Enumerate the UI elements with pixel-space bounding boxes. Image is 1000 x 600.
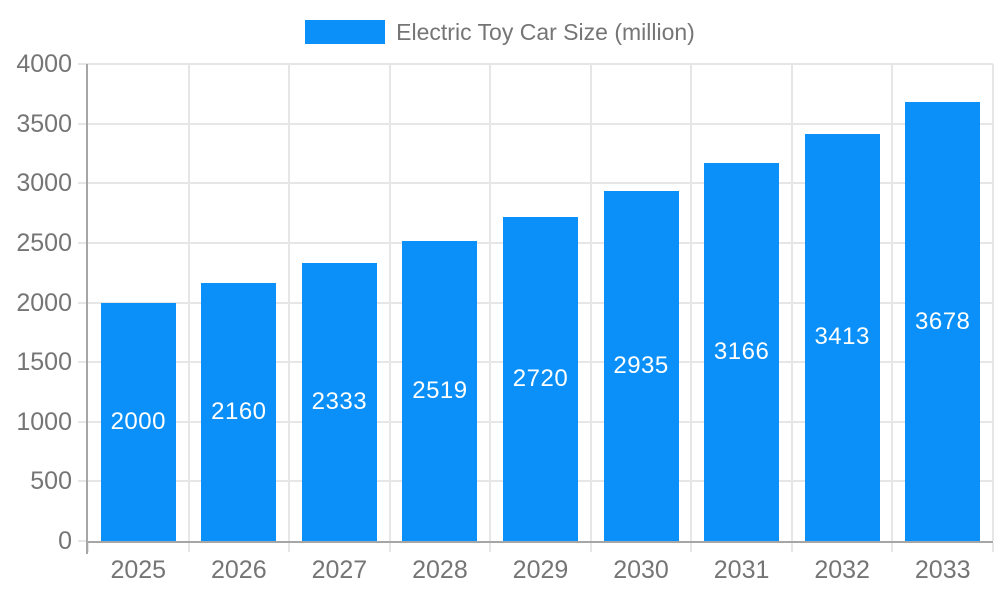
x-axis-tick (489, 543, 492, 552)
x-axis-tick (187, 543, 190, 552)
bar-2029[interactable]: 2720 (503, 216, 578, 541)
gridline-v (690, 64, 693, 541)
gridline-v (388, 64, 391, 541)
bar-2031[interactable]: 3166 (704, 163, 780, 541)
x-axis-label: 2025 (110, 556, 167, 584)
x-axis-tick (790, 543, 793, 552)
x-axis-label: 2033 (914, 556, 971, 584)
bar-value-label: 3413 (814, 323, 870, 351)
y-axis-label: 2500 (16, 228, 72, 257)
bar-value-label: 2519 (412, 376, 468, 404)
y-axis-label: 3500 (16, 109, 72, 138)
y-axis-label: 1500 (16, 348, 72, 377)
x-axis-tick (690, 543, 693, 552)
y-axis-tick (78, 241, 88, 244)
y-axis-label: 1000 (16, 407, 72, 436)
gridline-v (891, 64, 894, 541)
y-axis-tick (78, 361, 88, 364)
gridline-v (489, 64, 492, 541)
gridline-v (589, 64, 592, 541)
bar-2028[interactable]: 2519 (402, 240, 478, 541)
x-axis-tick (589, 543, 592, 552)
bar-value-label: 3678 (915, 307, 971, 335)
x-axis-label: 2027 (311, 556, 368, 584)
gridline-v (992, 64, 994, 541)
y-axis-tick (78, 540, 88, 542)
bar-value-label: 2160 (211, 398, 267, 426)
gridline-v (790, 64, 793, 541)
x-axis-label: 2026 (211, 556, 267, 584)
legend[interactable]: Electric Toy Car Size (million) (0, 20, 1000, 44)
x-axis-tick (992, 543, 994, 552)
bar-value-label: 2000 (110, 407, 166, 435)
bar-2032[interactable]: 3413 (804, 133, 880, 541)
x-axis-label: 2031 (713, 556, 770, 584)
y-axis-label: 2000 (16, 288, 72, 317)
x-axis-label: 2029 (512, 556, 569, 584)
gridline-v (187, 64, 190, 541)
bar-value-label: 2935 (613, 351, 669, 379)
y-axis-tick (78, 63, 88, 65)
legend-swatch-icon (305, 20, 386, 44)
gridline-h (88, 122, 993, 125)
bar-2027[interactable]: 2333 (301, 262, 377, 541)
bar-2026[interactable]: 2160 (201, 283, 277, 541)
y-axis-label: 4000 (16, 50, 72, 78)
y-axis-label: 3000 (16, 169, 72, 198)
y-axis-tick (78, 420, 88, 423)
x-axis-label: 2028 (412, 556, 468, 584)
y-axis-label: 500 (30, 467, 72, 496)
bar-value-label: 2333 (311, 387, 368, 415)
bar-2033[interactable]: 3678 (905, 102, 981, 541)
gridline-v (288, 64, 291, 541)
x-axis-label: 2032 (814, 556, 870, 584)
y-axis-line (86, 64, 88, 554)
y-axis-tick (78, 182, 88, 185)
x-axis-tick (891, 543, 894, 552)
gridline-h (88, 182, 993, 185)
x-axis-label: 2030 (613, 556, 669, 584)
y-axis-tick (78, 122, 88, 125)
x-axis-tick (87, 543, 89, 552)
y-axis-label: 0 (58, 527, 72, 555)
bar-value-label: 2720 (512, 364, 569, 392)
legend-label: Electric Toy Car Size (million) (396, 19, 695, 45)
bar-2025[interactable]: 2000 (100, 302, 176, 541)
y-axis-tick (78, 301, 88, 304)
bar-2030[interactable]: 2935 (603, 191, 679, 541)
x-axis-line (86, 541, 993, 543)
bar-value-label: 3166 (713, 338, 770, 366)
gridline-h (88, 63, 993, 65)
x-axis-tick (388, 543, 391, 552)
y-axis-tick (78, 480, 88, 483)
x-axis-tick (288, 543, 291, 552)
